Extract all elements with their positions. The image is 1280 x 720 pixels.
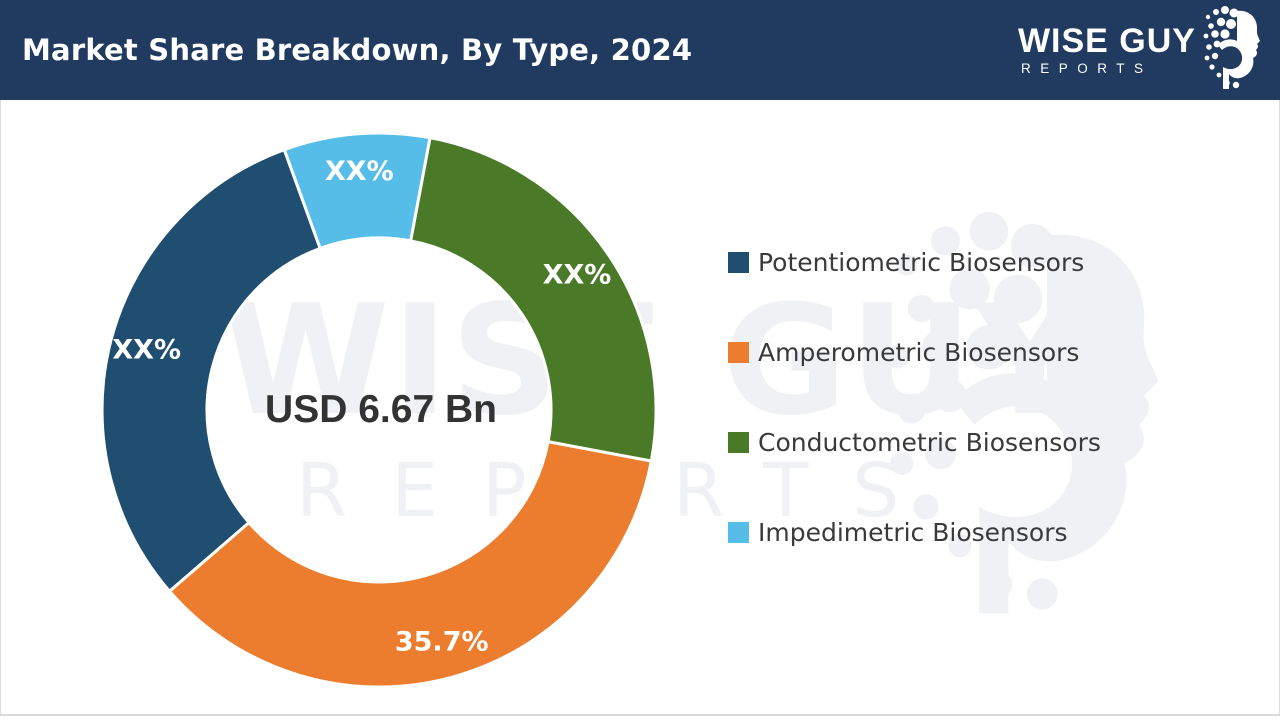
donut-segments: XX% 35.7% XX% XX%	[100, 131, 658, 689]
legend-item-potentiometric: Potentiometric Biosensors	[728, 247, 1101, 277]
logo-text: WISE GUY REPORTS	[1018, 24, 1196, 76]
logo-wordmark: WISE GUY	[1017, 22, 1196, 60]
segment-value-label-1: 35.7%	[395, 627, 489, 658]
legend-swatch	[728, 341, 749, 363]
legend-item-impedimetric: Impedimetric Biosensors	[728, 517, 1101, 547]
legend-swatch	[728, 431, 749, 453]
segment-value-label-2: XX%	[543, 259, 612, 290]
donut-segment-3	[282, 131, 432, 250]
donut-segment-1	[168, 440, 653, 689]
watermark-face-icon	[868, 200, 1168, 634]
legend-label: Conductometric Biosensors	[758, 427, 1101, 457]
segment-value-label-3: XX%	[325, 156, 394, 187]
legend-swatch	[728, 251, 749, 273]
legend-label: Impedimetric Biosensors	[758, 517, 1068, 547]
legend-item-amperometric: Amperometric Biosensors	[728, 337, 1101, 367]
logo-subtitle: REPORTS	[1020, 61, 1153, 76]
donut-segment-0	[100, 148, 322, 593]
logo: WISE GUY REPORTS	[1018, 5, 1262, 95]
legend-swatch	[728, 521, 749, 543]
legend-item-conductometric: Conductometric Biosensors	[728, 427, 1101, 457]
logo-face-icon	[1200, 5, 1262, 95]
donut-segment-2	[409, 136, 658, 463]
bottom-border	[0, 714, 1280, 716]
header-bar: Market Share Breakdown, By Type, 2024 WI…	[0, 0, 1280, 100]
page-title: Market Share Breakdown, By Type, 2024	[22, 33, 693, 67]
left-border	[0, 100, 1, 716]
segment-value-label-0: XX%	[112, 335, 181, 366]
legend: Potentiometric Biosensors Amperometric B…	[728, 247, 1101, 609]
legend-label: Potentiometric Biosensors	[758, 247, 1085, 277]
legend-label: Amperometric Biosensors	[758, 337, 1080, 367]
center-value: USD 6.67 Bn	[265, 388, 497, 431]
